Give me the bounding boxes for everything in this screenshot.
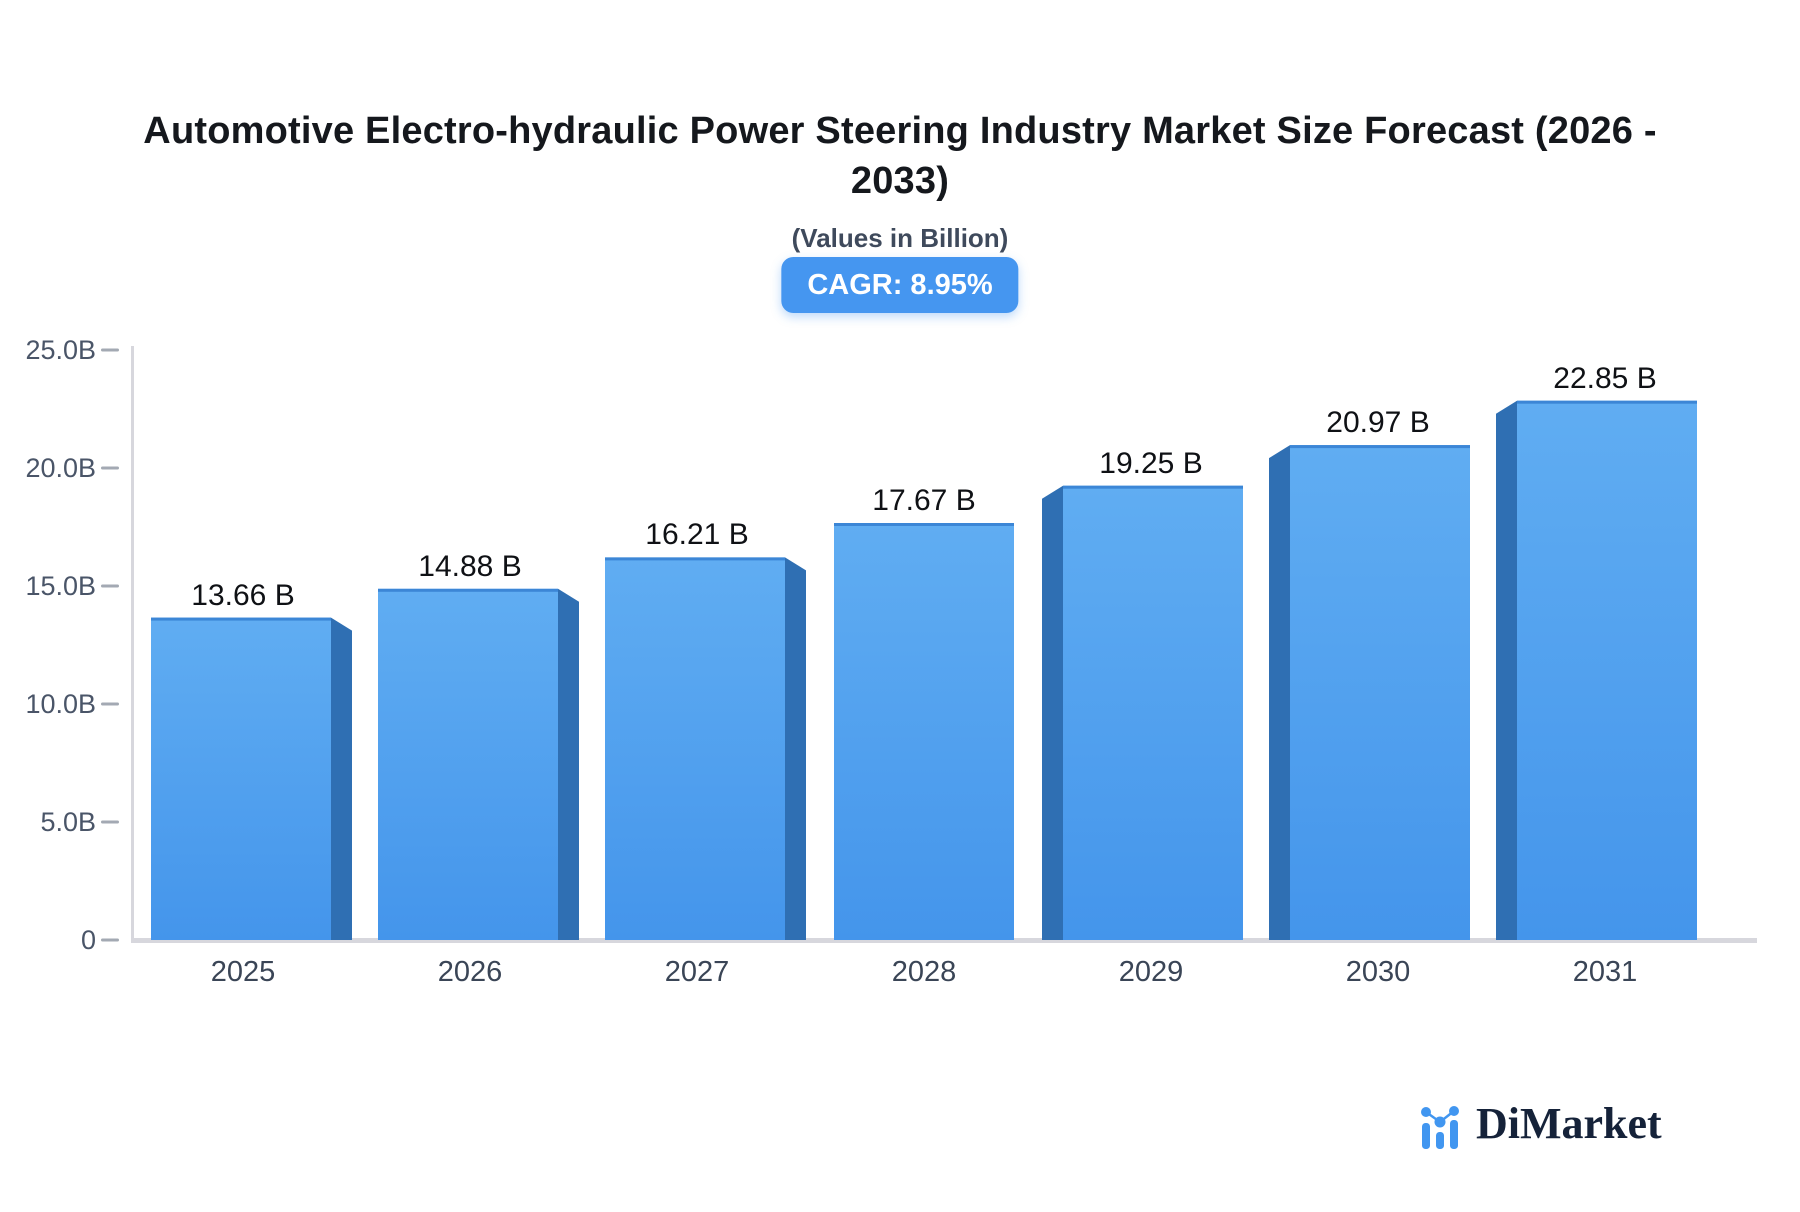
y-axis-tick-label: 15.0B — [25, 571, 96, 601]
bar-value-label: 16.21 B — [645, 518, 749, 551]
cagr-badge: CAGR: 8.95% — [781, 257, 1019, 313]
y-tick-mark — [101, 938, 119, 942]
bar-value-label: 17.67 B — [872, 484, 976, 517]
x-axis-category-label: 2028 — [891, 956, 957, 988]
y-axis-tick-label: 5.0B — [40, 807, 96, 837]
bar-2031[interactable] — [1496, 400, 1697, 940]
bar-value-label: 19.25 B — [1099, 447, 1203, 480]
y-tick-mark — [101, 348, 119, 352]
watermark-brand-text: DiMarket — [1476, 1099, 1662, 1148]
y-tick-mark — [101, 584, 119, 588]
bar-2029[interactable] — [1042, 485, 1243, 940]
bar-value-label: 14.88 B — [418, 550, 522, 583]
y-axis-tick-label: 0 — [80, 925, 96, 955]
dimarket-watermark: DiMarket — [1413, 1096, 1662, 1152]
bar-2025[interactable] — [151, 617, 352, 940]
bar-2030[interactable] — [1269, 445, 1470, 940]
x-axis-category-label: 2029 — [1118, 956, 1184, 988]
x-axis-category-label: 2031 — [1572, 956, 1638, 988]
y-tick-mark — [101, 702, 119, 706]
y-axis-tick-label: 20.0B — [25, 453, 96, 483]
bar-value-label: 13.66 B — [191, 579, 295, 612]
x-axis-category-label: 2030 — [1345, 956, 1411, 988]
bar-value-label: 22.85 B — [1553, 362, 1657, 395]
x-axis-category-label: 2026 — [437, 956, 503, 988]
y-tick-mark — [101, 466, 119, 470]
x-axis-category-label: 2025 — [210, 956, 276, 988]
chart-title-line1: Automotive Electro-hydraulic Power Steer… — [143, 110, 1657, 152]
chart-subtitle: (Values in Billion) — [791, 223, 1009, 253]
chart-title-line2: 2033) — [850, 160, 950, 202]
x-axis-line — [131, 938, 1757, 943]
y-axis-tick-label: 25.0B — [25, 335, 96, 365]
bar-2028[interactable] — [834, 523, 1014, 940]
chart-title: Automotive Electro-hydraulic Power Steer… — [0, 106, 1800, 206]
bar-2027[interactable] — [605, 557, 806, 940]
y-tick-mark — [101, 820, 119, 824]
y-axis-tick-label: 10.0B — [25, 689, 96, 719]
x-axis-category-label: 2027 — [664, 956, 730, 988]
y-axis-line — [131, 346, 134, 943]
bar-chart-logo-icon — [1421, 1106, 1459, 1149]
bar-2026[interactable] — [378, 588, 579, 940]
bar-value-label: 20.97 B — [1326, 406, 1430, 439]
